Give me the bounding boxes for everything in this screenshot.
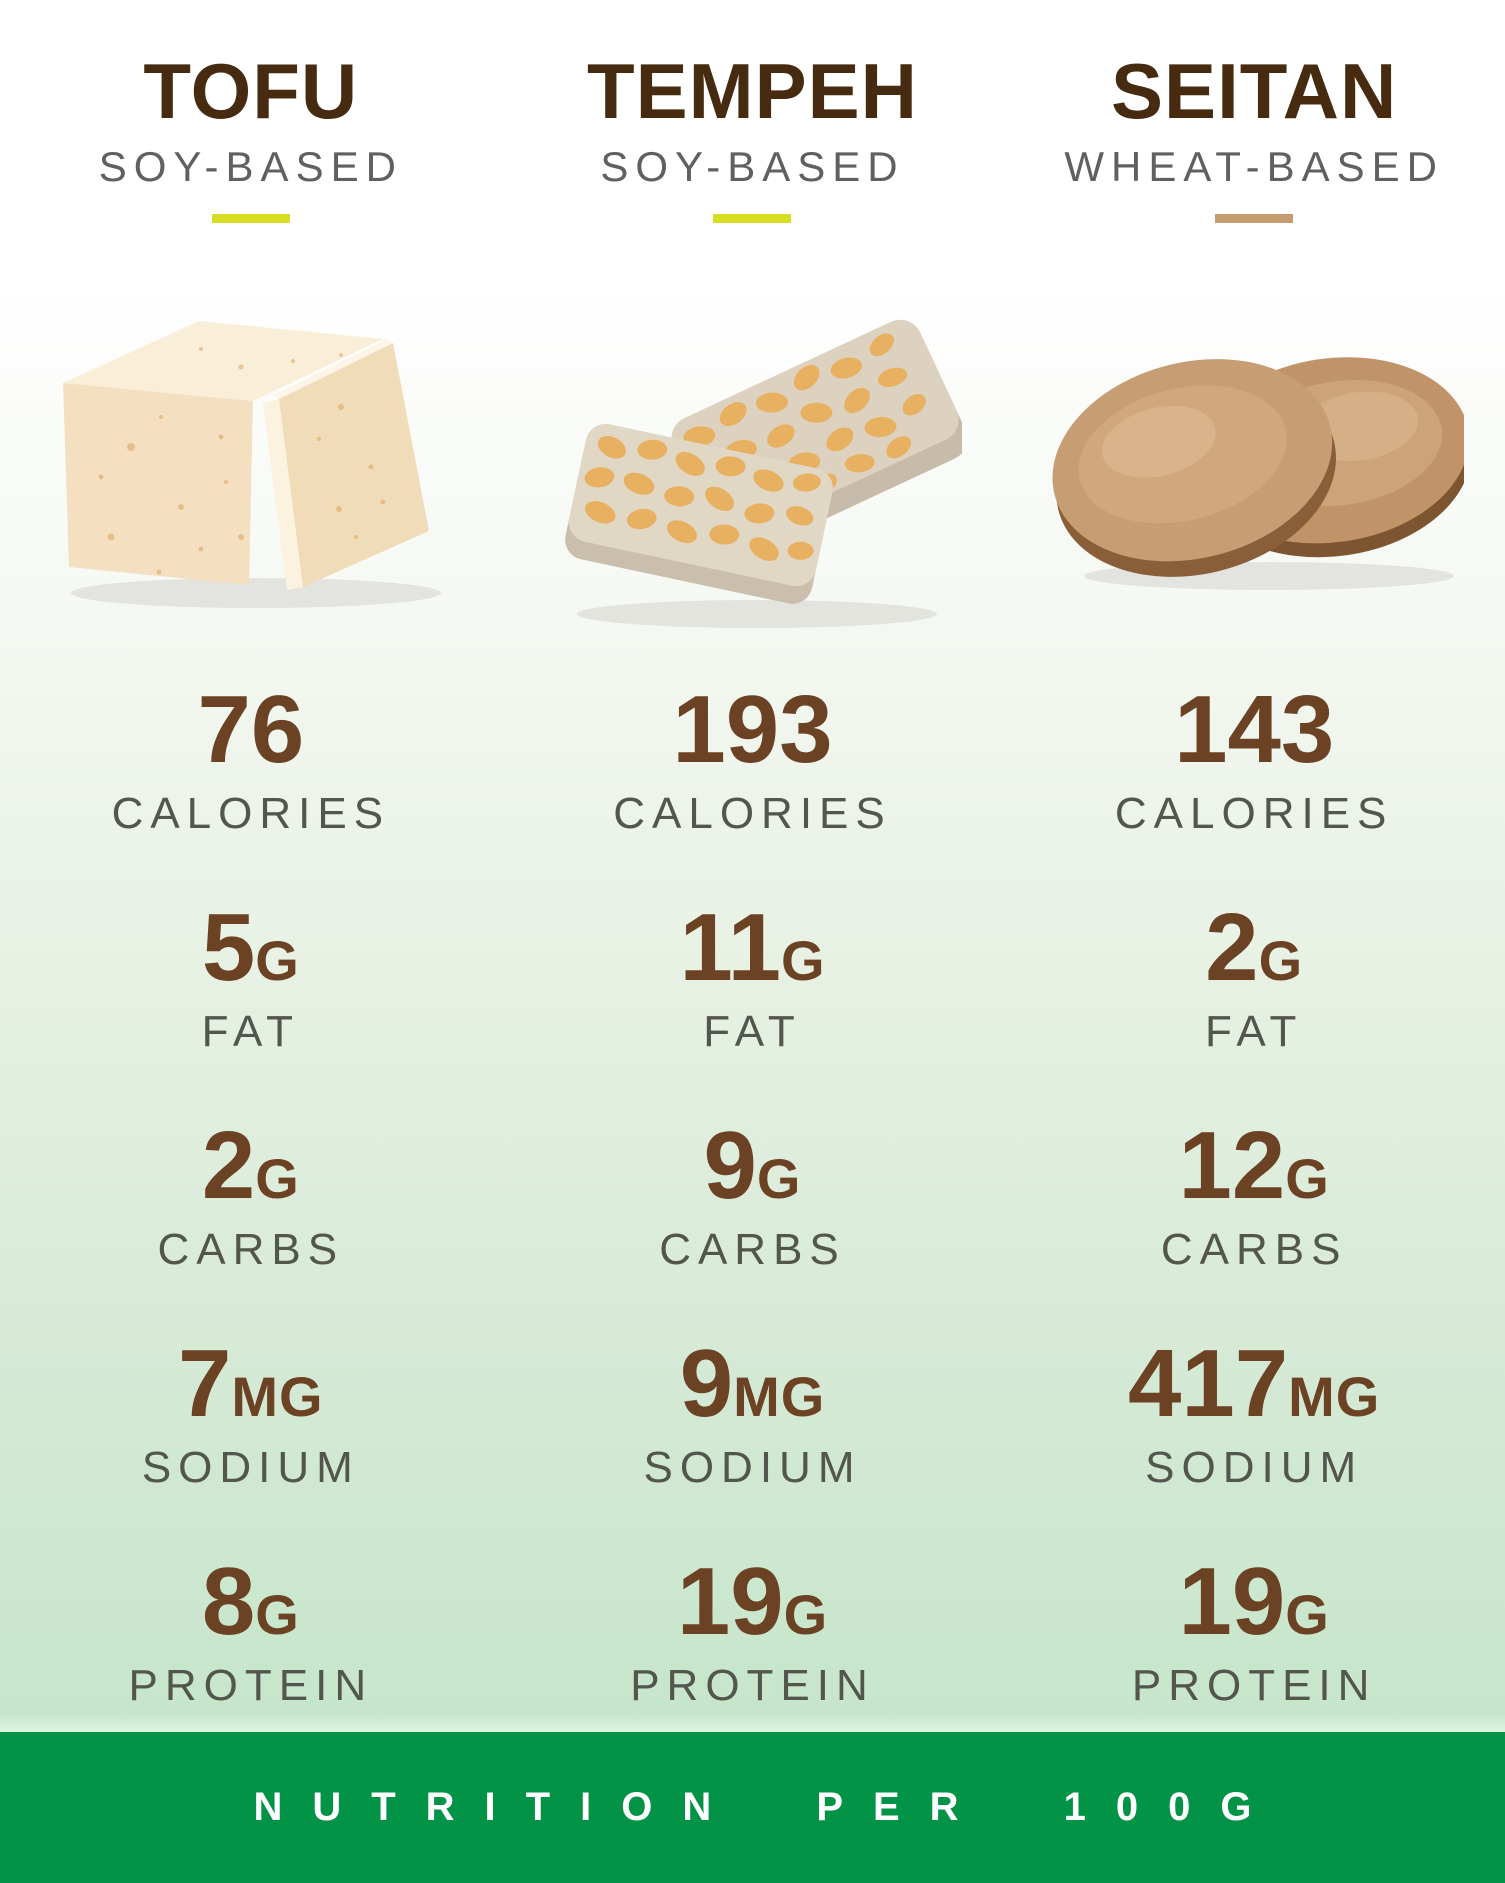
stat-number: 19 xyxy=(1178,1548,1286,1655)
stat-unit: G xyxy=(255,929,300,992)
stat-label: CARBS xyxy=(1160,1225,1348,1274)
stat-unit: G xyxy=(1285,1583,1330,1646)
stat-unit: G xyxy=(756,1147,802,1210)
stat-label: PROTEIN xyxy=(128,1661,374,1710)
stat-label: PROTEIN xyxy=(1131,1661,1377,1710)
stat-unit: MG xyxy=(231,1365,324,1428)
column-subtitle: WHEAT-BASED xyxy=(1064,143,1444,190)
stat-tofu-carbs: 2G CARBS xyxy=(0,1078,502,1296)
stat-value: 2G xyxy=(1003,900,1505,996)
footer-label: NUTRITION PER 100G xyxy=(253,1785,1282,1829)
stat-number: 11 xyxy=(679,894,781,1001)
stat-value: 12G xyxy=(1003,1118,1505,1214)
accent-underline xyxy=(211,214,290,223)
stat-number: 8 xyxy=(201,1548,256,1655)
footer-bar: NUTRITION PER 100G xyxy=(0,1732,1505,1883)
stat-value: 417MG xyxy=(1003,1336,1505,1432)
stat-number: 2 xyxy=(201,1112,256,1219)
tempeh-illustration xyxy=(565,319,963,628)
stat-label: FAT xyxy=(201,1007,301,1056)
stat-seitan-fat: 2G FAT xyxy=(1003,860,1505,1078)
stat-value: 11G xyxy=(502,900,1004,996)
stat-unit: MG xyxy=(733,1365,826,1428)
stat-tempeh-calories: 193 CALORIES xyxy=(502,642,1004,860)
column-subtitle: SOY-BASED xyxy=(600,143,905,190)
stat-unit: G xyxy=(783,1583,829,1646)
stat-value: 5G xyxy=(0,900,502,996)
stat-seitan-sodium: 417MG SODIUM xyxy=(1003,1296,1505,1514)
stat-number: 9 xyxy=(703,1112,757,1219)
stat-number: 7 xyxy=(178,1330,232,1437)
stat-number: 76 xyxy=(197,676,305,783)
stat-value: 2G xyxy=(0,1118,502,1214)
stat-tempeh-sodium: 9MG SODIUM xyxy=(502,1296,1004,1514)
column-title: TEMPEH xyxy=(586,47,918,135)
tempeh-illustration-cell xyxy=(502,262,1004,642)
stat-seitan-protein: 19G PROTEIN xyxy=(1003,1514,1505,1732)
column-title: SEITAN xyxy=(1111,47,1398,135)
stat-value: 8G xyxy=(0,1554,502,1650)
stat-label: FAT xyxy=(703,1007,802,1056)
stat-label: CALORIES xyxy=(613,789,892,838)
stat-unit: G xyxy=(780,929,826,992)
tofu-illustration-cell xyxy=(0,262,502,642)
stat-label: CALORIES xyxy=(111,789,391,838)
seitan-illustration xyxy=(1052,357,1465,590)
stat-unit: G xyxy=(1258,929,1304,992)
stat-value: 193 xyxy=(502,682,1004,778)
stat-value: 76 xyxy=(0,682,502,778)
stat-label: CALORIES xyxy=(1114,789,1394,838)
stat-unit: G xyxy=(255,1583,300,1646)
stat-number: 193 xyxy=(672,676,833,783)
stat-label: SODIUM xyxy=(141,1443,360,1492)
stat-label: SODIUM xyxy=(1145,1443,1364,1492)
stat-label: FAT xyxy=(1204,1007,1304,1056)
stat-label: CARBS xyxy=(157,1225,345,1274)
column-header-seitan: SEITAN WHEAT-BASED xyxy=(1003,0,1505,262)
seitan-illustration-cell xyxy=(1003,262,1505,642)
stat-number: 143 xyxy=(1174,676,1335,783)
stat-number: 2 xyxy=(1205,894,1259,1001)
accent-underline xyxy=(713,214,792,223)
comparison-grid: TOFU SOY-BASED TEMPEH SOY-BASED SEITAN W… xyxy=(0,0,1505,1732)
stat-number: 12 xyxy=(1178,1112,1286,1219)
stat-label: SODIUM xyxy=(643,1443,862,1492)
column-header-tempeh: TEMPEH SOY-BASED xyxy=(502,0,1004,262)
stat-tempeh-carbs: 9G CARBS xyxy=(502,1078,1004,1296)
stat-number: 19 xyxy=(676,1548,784,1655)
stat-tofu-fat: 5G FAT xyxy=(0,860,502,1078)
stat-label: CARBS xyxy=(659,1225,846,1274)
stat-value: 7MG xyxy=(0,1336,502,1432)
accent-underline xyxy=(1215,214,1294,223)
stat-value: 143 xyxy=(1003,682,1505,778)
column-subtitle: SOY-BASED xyxy=(98,143,403,190)
column-title: TOFU xyxy=(143,47,359,135)
stat-tofu-calories: 76 CALORIES xyxy=(0,642,502,860)
stat-tempeh-protein: 19G PROTEIN xyxy=(502,1514,1004,1732)
stat-unit: G xyxy=(1285,1147,1330,1210)
stat-tempeh-fat: 11G FAT xyxy=(502,860,1004,1078)
stat-value: 19G xyxy=(502,1554,1004,1650)
stat-seitan-carbs: 12G CARBS xyxy=(1003,1078,1505,1296)
stat-label: PROTEIN xyxy=(630,1661,875,1710)
stat-number: 5 xyxy=(201,894,256,1001)
stat-seitan-calories: 143 CALORIES xyxy=(1003,642,1505,860)
stat-tofu-protein: 8G PROTEIN xyxy=(0,1514,502,1732)
stat-number: 417 xyxy=(1127,1330,1289,1437)
tofu-illustration xyxy=(62,321,441,608)
stat-number: 9 xyxy=(679,1330,734,1437)
stat-tofu-sodium: 7MG SODIUM xyxy=(0,1296,502,1514)
stat-value: 19G xyxy=(1003,1554,1505,1650)
stat-unit: MG xyxy=(1288,1365,1381,1428)
stat-value: 9MG xyxy=(502,1336,1004,1432)
stat-value: 9G xyxy=(502,1118,1004,1214)
stat-unit: G xyxy=(255,1147,300,1210)
column-header-tofu: TOFU SOY-BASED xyxy=(0,0,502,262)
